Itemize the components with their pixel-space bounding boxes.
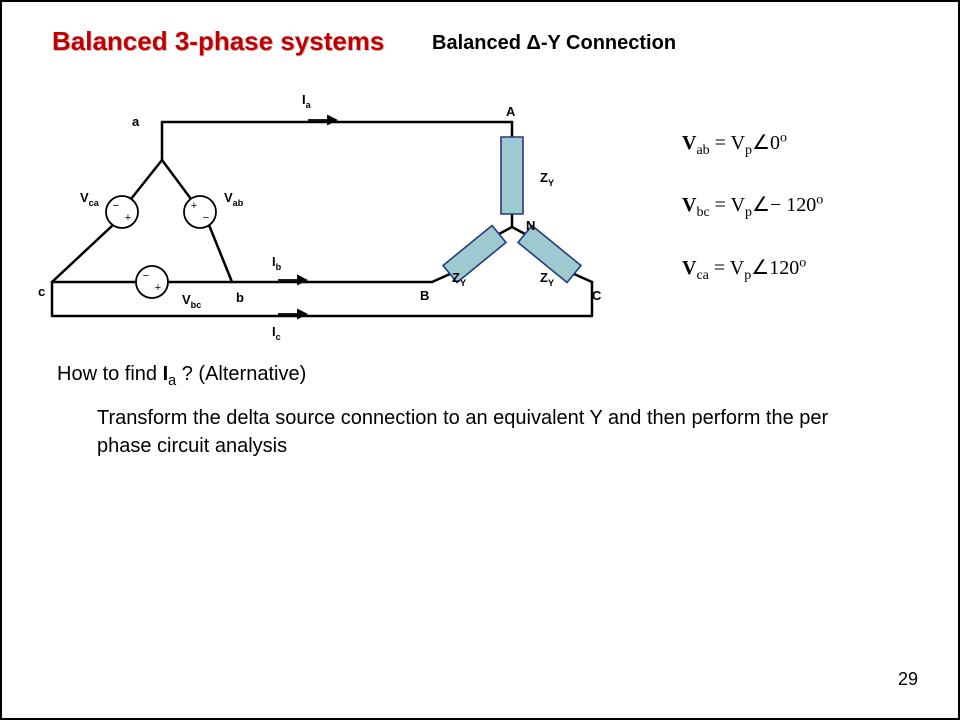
eq-vbc: Vbc = Vp∠− 120o [682,179,823,231]
svg-text:Vca: Vca [80,190,100,208]
svg-text:Vbc: Vbc [182,292,201,310]
svg-text:C: C [592,288,602,303]
sub-title: Balanced Δ-Y Connection [432,32,676,55]
svg-text:−: − [203,212,209,224]
svg-text:N: N [526,218,535,233]
page-number: 29 [898,669,918,690]
svg-text:b: b [236,290,244,305]
main-title: Balanced 3-phase systems [52,26,384,57]
eq-vca: Vca = Vp∠120o [682,242,823,294]
question-text: How to find Ia ? (Alternative) [57,360,306,391]
svg-text:+: + [125,212,131,224]
svg-text:Vab: Vab [224,190,244,208]
svg-text:c: c [38,284,45,299]
eq-vab: Vab = Vp∠0o [682,117,823,169]
svg-text:A: A [506,104,516,119]
svg-text:+: + [191,200,197,212]
voltage-equations: Vab = Vp∠0o Vbc = Vp∠− 120o Vca = Vp∠120… [682,117,823,304]
svg-text:Ib: Ib [272,254,282,272]
svg-text:ZY: ZY [540,170,554,188]
svg-text:ZY: ZY [540,270,554,288]
svg-text:B: B [420,288,429,303]
answer-text: Transform the delta source connection to… [97,404,857,460]
svg-text:+: + [155,282,161,294]
svg-text:a: a [132,114,140,129]
svg-text:Ia: Ia [302,92,312,110]
svg-text:−: − [113,200,119,212]
svg-text:−: − [143,270,149,282]
svg-text:Ic: Ic [272,324,281,342]
circuit-diagram: −++−−+ IaIbIcVcaVabVbcZYZYZYabcABCN [32,82,632,352]
slide-frame: Balanced 3-phase systems Balanced Δ-Y Co… [0,0,960,720]
